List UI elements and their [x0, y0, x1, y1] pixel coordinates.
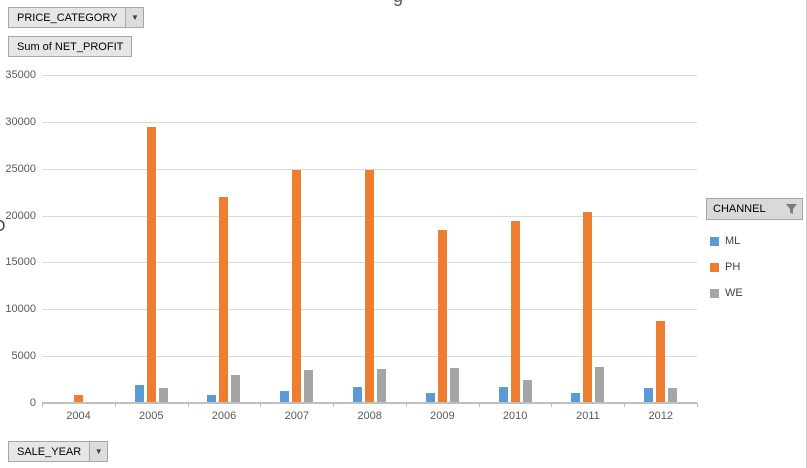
y-tick-label: 5000: [11, 350, 36, 363]
bar-ml-2010[interactable]: [498, 387, 508, 402]
legend-item-ph: PH: [706, 254, 803, 280]
x-axis-tick: [405, 403, 407, 407]
y-tick-label: 0: [29, 397, 36, 409]
bar-group-2010: [479, 75, 552, 402]
legend: CHANNEL ML PH WE: [706, 198, 803, 306]
bar-we-2009[interactable]: [449, 368, 459, 402]
legend-item-we: WE: [706, 280, 803, 306]
x-tick-label-2010: 2010: [502, 410, 528, 422]
chevron-down-icon[interactable]: ▼: [125, 8, 144, 27]
bar-we-2011[interactable]: [595, 367, 605, 402]
y-tick-label: 10000: [5, 303, 36, 316]
price-category-filter-label: PRICE_CATEGORY: [17, 11, 118, 24]
x-axis-tick: [624, 403, 626, 407]
bar-ph-2008[interactable]: [365, 169, 375, 402]
bar-ml-2012[interactable]: [644, 387, 654, 402]
value-field-label: Sum of NET_PROFIT: [17, 40, 124, 53]
sale-year-filter-label: SALE_YEAR: [17, 445, 82, 458]
plot-area: [42, 75, 698, 407]
bar-ml-2007[interactable]: [280, 390, 290, 402]
y-tick-label: 25000: [5, 162, 36, 175]
chart-title-fragment: g: [393, 0, 403, 7]
bar-ml-2005[interactable]: [134, 385, 144, 402]
bar-we-2010[interactable]: [522, 379, 532, 402]
price-category-filter-button[interactable]: PRICE_CATEGORY ▼: [8, 7, 145, 28]
bar-ph-2005[interactable]: [146, 127, 156, 402]
x-axis-tick: [333, 403, 335, 407]
bar-group-2011: [551, 75, 624, 402]
bar-ph-2007[interactable]: [292, 169, 302, 402]
bar-we-2008[interactable]: [377, 369, 387, 402]
bar-ph-2012[interactable]: [656, 321, 666, 402]
axis-title-fragment: O: [0, 218, 5, 236]
x-tick-label-2012: 2012: [648, 410, 673, 422]
x-tick-label-2009: 2009: [430, 410, 455, 422]
bar-ph-2004[interactable]: [73, 395, 83, 402]
x-tick-label-2007: 2007: [284, 410, 310, 422]
legend-items: ML PH WE: [706, 220, 803, 306]
bar-group-2005: [115, 75, 188, 402]
bar-we-2012[interactable]: [668, 387, 678, 402]
bar-ph-2011[interactable]: [583, 211, 593, 402]
bar-groups: [42, 75, 697, 402]
value-field-button[interactable]: Sum of NET_PROFIT: [8, 36, 133, 57]
x-tick-label-2005: 2005: [139, 410, 164, 422]
bar-ph-2010[interactable]: [510, 221, 520, 402]
bar-group-2006: [188, 75, 261, 402]
y-tick-label: 15000: [5, 256, 36, 269]
bar-we-2006[interactable]: [231, 374, 241, 402]
gridline-25000: [42, 168, 697, 170]
legend-item-ml: ML: [706, 228, 803, 254]
x-tick-label-2011: 2011: [576, 410, 600, 422]
y-tick-label: 35000: [5, 69, 36, 81]
sale-year-filter-button[interactable]: SALE_YEAR ▼: [8, 441, 109, 462]
legend-swatch-ml: [710, 236, 719, 246]
chevron-down-icon[interactable]: ▼: [89, 442, 108, 461]
bar-ml-2011[interactable]: [571, 392, 581, 402]
gridline-0: [42, 403, 697, 404]
bar-ml-2008[interactable]: [353, 387, 363, 402]
bar-ph-2006[interactable]: [219, 196, 229, 402]
y-tick-label: 20000: [5, 209, 36, 222]
bar-group-2008: [333, 75, 406, 402]
x-tick-label-2004: 2004: [66, 410, 91, 422]
y-tick-label: 30000: [5, 115, 36, 128]
x-axis-tick: [260, 403, 262, 407]
bar-group-2012: [624, 75, 697, 402]
x-tick-label-2006: 2006: [211, 410, 237, 422]
bar-group-2009: [406, 75, 479, 402]
x-axis-tick: [42, 403, 43, 407]
bar-ml-2009[interactable]: [425, 392, 435, 402]
legend-swatch-we: [710, 288, 719, 298]
x-axis-tick: [697, 403, 698, 407]
bar-we-2007[interactable]: [304, 370, 314, 402]
x-axis-tick: [551, 403, 553, 407]
x-axis-tick: [114, 403, 116, 407]
gridline-30000: [42, 121, 697, 123]
legend-swatch-ph: [710, 262, 719, 272]
bar-group-2004: [42, 75, 115, 402]
bar-we-2005[interactable]: [158, 387, 168, 402]
bar-ph-2009[interactable]: [437, 229, 447, 402]
legend-label-ml: ML: [725, 235, 741, 247]
channel-filter-label: CHANNEL: [713, 203, 766, 215]
bar-group-2007: [260, 75, 333, 402]
legend-label-ph: PH: [725, 261, 741, 273]
bar-ml-2006[interactable]: [207, 395, 217, 402]
x-axis-tick: [187, 403, 189, 407]
x-tick-label-2008: 2008: [357, 410, 382, 422]
channel-filter-button[interactable]: CHANNEL: [706, 198, 803, 220]
legend-label-we: WE: [725, 287, 743, 299]
x-axis-tick: [478, 403, 480, 407]
filter-funnel-icon[interactable]: [785, 203, 798, 215]
gridline-35000: [42, 75, 697, 76]
